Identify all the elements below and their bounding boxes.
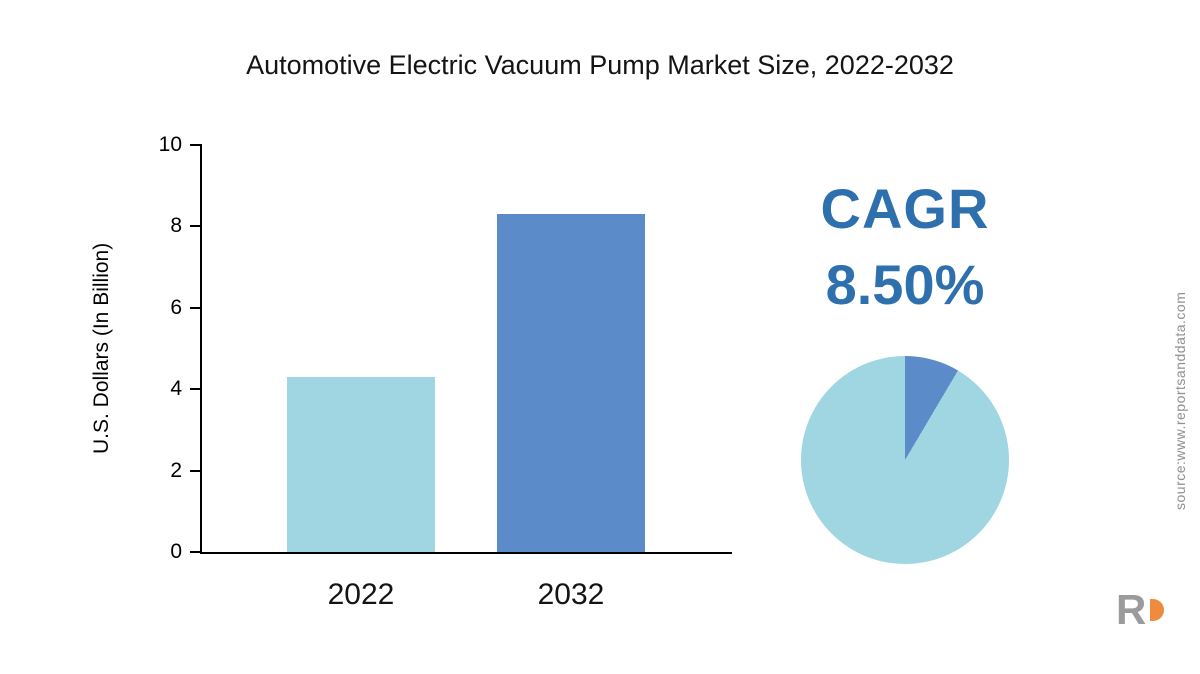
cagr-label: CAGR: [820, 177, 990, 240]
bar-2022: [287, 377, 435, 552]
source-attribution: source:www.reportsanddata.com: [1172, 291, 1188, 510]
y-tick-label: 10: [158, 133, 182, 156]
y-tick-label: 0: [170, 540, 182, 563]
y-tick: [190, 225, 202, 228]
y-tick-label: 8: [170, 214, 182, 238]
cagr-value: 8.50%: [825, 253, 985, 316]
x-axis-label: 2032: [537, 578, 605, 611]
x-axis-label: 2022: [327, 578, 395, 611]
y-tick-label: 4: [170, 377, 182, 401]
y-tick: [190, 551, 202, 553]
y-axis-label: U.S. Dollars (In Billion): [90, 242, 113, 455]
bar-2032: [497, 214, 645, 552]
pie-chart: [801, 356, 1009, 564]
bar-plot: 0 2 4 6 8 10 2022 2032: [159, 133, 732, 611]
brand-logo: R: [1116, 586, 1170, 633]
svg-text:R: R: [1116, 590, 1146, 630]
y-tick: [190, 388, 202, 391]
y-tick-label: 6: [170, 295, 182, 319]
y-tick: [190, 469, 202, 472]
rd-logo-icon: R: [1116, 586, 1164, 633]
y-tick: [190, 144, 202, 146]
cagr-block: CAGR 8.50%: [785, 178, 1025, 316]
y-tick-label: 2: [170, 458, 182, 482]
y-tick: [190, 306, 202, 309]
chart-title: Automotive Electric Vacuum Pump Market S…: [246, 50, 954, 80]
